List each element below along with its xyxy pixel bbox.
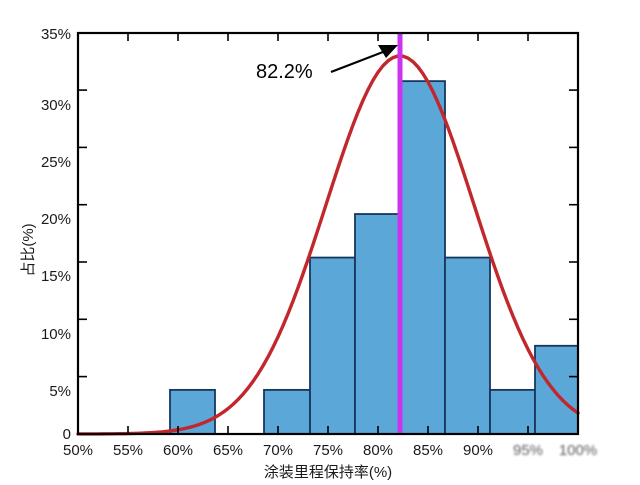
x-tick-label-85: 85% — [413, 442, 443, 459]
y-tick-label-5: 5% — [49, 383, 71, 400]
y-tick-label-0: 0 — [63, 426, 71, 443]
x-axis-tickmarks — [127, 426, 529, 434]
y-tick-label-25: 25% — [41, 154, 71, 171]
bar-87[interactable] — [444, 256, 491, 435]
bar-73[interactable] — [309, 256, 356, 435]
bar-82[interactable] — [399, 80, 446, 435]
x-axis-title: 涂装里程保持率(%) — [264, 464, 392, 481]
y-axis-tick-labels: 0 5% 10% 15% 20% 25% 30% 35% — [41, 26, 71, 443]
x-axis-tickmarks-top — [127, 33, 529, 41]
y-axis-tickmarks-right — [569, 89, 578, 378]
histogram-bars — [169, 80, 579, 435]
x-tick-label-100: 100% — [559, 442, 597, 459]
y-axis-tickmarks — [78, 89, 87, 378]
annotation-arrow-head — [378, 45, 398, 58]
normal-fit-curve — [76, 54, 580, 436]
bar-96[interactable] — [534, 344, 579, 435]
y-tick-label-35: 35% — [41, 26, 71, 43]
x-tick-label-95: 95% — [513, 442, 543, 459]
y-axis-title: 占比(%) — [20, 223, 37, 276]
x-tick-label-65: 65% — [213, 442, 243, 459]
x-tick-label-70: 70% — [263, 442, 293, 459]
y-tick-label-30: 30% — [41, 97, 71, 114]
x-tick-label-75: 75% — [313, 442, 343, 459]
y-tick-label-20: 20% — [41, 211, 71, 228]
x-axis-tick-labels: 50% 55% 60% 65% 70% 75% 80% 85% 90% 95% … — [63, 442, 597, 459]
x-tick-label-50: 50% — [63, 442, 93, 459]
x-tick-label-80: 80% — [363, 442, 393, 459]
y-tick-label-10: 10% — [41, 326, 71, 343]
annotation-group: 82.2% — [256, 45, 398, 83]
x-tick-label-55: 55% — [113, 442, 143, 459]
x-tick-label-60: 60% — [163, 442, 193, 459]
x-tick-label-90: 90% — [463, 442, 493, 459]
annotation-label: 82.2% — [256, 61, 313, 83]
annotation-arrow-line — [330, 49, 389, 73]
y-tick-label-15: 15% — [41, 268, 71, 285]
bar-78[interactable] — [354, 213, 401, 435]
bar-69[interactable] — [263, 388, 311, 435]
